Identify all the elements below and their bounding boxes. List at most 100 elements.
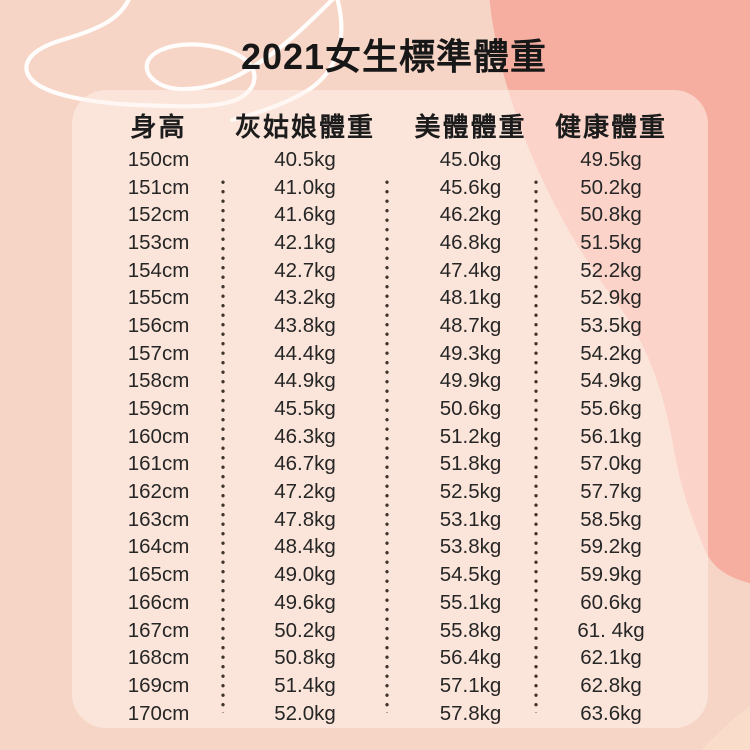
table-row: 161cm 46.7kg 51.8kg 57.0kg [72,451,708,479]
table-header-row: 身高 灰姑娘體重 美體體重 健康體重 [72,90,708,146]
beauty-weight-cell: 52.5kg [439,480,502,504]
beauty-weight-cell: 55.1kg [439,590,502,614]
healthy-weight-cell: 58.5kg [580,507,642,531]
height-cell: 153cm [127,230,190,254]
cinderella-weight-cell: 44.4kg [274,341,336,365]
page-title: 2021女生標準體重 [240,36,548,77]
height-cell: 151cm [127,175,190,199]
cinderella-weight-cell: 50.2kg [274,618,336,642]
healthy-weight-cell: 54.2kg [580,341,642,365]
beauty-weight-cell: 48.7kg [439,313,502,337]
healthy-weight-cell: 59.9kg [580,563,642,587]
height-cell: 168cm [127,646,190,670]
beauty-weight-cell: 46.2kg [439,203,502,227]
height-cell: 152cm [127,203,190,227]
beauty-weight-cell: 45.6kg [439,175,502,199]
height-cell: 167cm [127,618,190,642]
table-row: 153cm 42.1kg 46.8kg 51.5kg [72,229,708,257]
beauty-weight-cell: 48.1kg [439,286,502,310]
table-row: 170cm 52.0kg 57.8kg 63.6kg [72,700,708,728]
weight-table-panel: 身高 灰姑娘體重 美體體重 健康體重 150cm 40.5kg 45.0kg 49.5… [72,90,708,728]
beauty-weight-cell: 51.2kg [439,424,502,448]
cinderella-weight-cell: 49.0kg [274,563,336,587]
height-cell: 164cm [127,535,190,559]
healthy-weight-cell: 51.5kg [580,230,642,254]
healthy-weight-cell: 61. 4kg [577,618,645,642]
height-cell: 156cm [127,313,190,337]
table-row: 152cm 41.6kg 46.2kg 50.8kg [72,201,708,229]
cinderella-weight-cell: 41.6kg [274,203,336,227]
column-header-healthy-weight: 健康體重 [554,111,667,142]
table-row: 155cm 43.2kg 48.1kg 52.9kg [72,284,708,312]
cinderella-weight-cell: 46.7kg [274,452,336,476]
dotted-separator-2 [385,180,389,713]
table-row: 166cm 49.6kg 55.1kg 60.6kg [72,589,708,617]
cinderella-weight-cell: 49.6kg [274,590,336,614]
table-row: 150cm 40.5kg 45.0kg 49.5kg [72,146,708,174]
healthy-weight-cell: 57.7kg [580,480,642,504]
healthy-weight-cell: 62.8kg [580,673,642,697]
healthy-weight-cell: 57.0kg [580,452,642,476]
height-cell: 165cm [127,563,190,587]
table-row: 164cm 48.4kg 53.8kg 59.2kg [72,534,708,562]
table-row: 163cm 47.8kg 53.1kg 58.5kg [72,506,708,534]
cinderella-weight-cell: 45.5kg [274,397,336,421]
beauty-weight-cell: 54.5kg [439,563,502,587]
table-row: 159cm 45.5kg 50.6kg 55.6kg [72,395,708,423]
beauty-weight-cell: 46.8kg [439,230,502,254]
table-row: 167cm 50.2kg 55.8kg 61. 4kg [72,617,708,645]
healthy-weight-cell: 50.2kg [580,175,642,199]
healthy-weight-cell: 53.5kg [580,313,642,337]
healthy-weight-cell: 52.9kg [580,286,642,310]
table-body: 150cm 40.5kg 45.0kg 49.5kg 151cm 41.0kg 45.6kg… [72,146,708,727]
beauty-weight-cell: 49.9kg [439,369,502,393]
cream-circle-shape [701,705,750,750]
beauty-weight-cell: 53.1kg [439,507,502,531]
table-row: 165cm 49.0kg 54.5kg 59.9kg [72,561,708,589]
height-cell: 154cm [127,258,190,282]
beauty-weight-cell: 53.8kg [439,535,502,559]
beauty-weight-cell: 55.8kg [439,618,502,642]
cinderella-weight-cell: 46.3kg [274,424,336,448]
table-row: 162cm 47.2kg 52.5kg 57.7kg [72,478,708,506]
table-row: 151cm 41.0kg 45.6kg 50.2kg [72,174,708,202]
healthy-weight-cell: 55.6kg [580,397,642,421]
healthy-weight-cell: 63.6kg [580,701,642,725]
cinderella-weight-cell: 51.4kg [274,673,336,697]
healthy-weight-cell: 54.9kg [580,369,642,393]
cinderella-weight-cell: 43.2kg [274,286,336,310]
table-row: 156cm 43.8kg 48.7kg 53.5kg [72,312,708,340]
healthy-weight-cell: 56.1kg [580,424,642,448]
healthy-weight-cell: 49.5kg [580,147,642,171]
cinderella-weight-cell: 50.8kg [274,646,336,670]
healthy-weight-cell: 60.6kg [580,590,642,614]
table-row: 157cm 44.4kg 49.3kg 54.2kg [72,340,708,368]
height-cell: 162cm [127,480,190,504]
height-cell: 150cm [127,147,190,171]
beauty-weight-cell: 45.0kg [439,147,502,171]
beauty-weight-cell: 56.4kg [439,646,502,670]
height-cell: 155cm [127,286,190,310]
height-cell: 163cm [127,507,190,531]
table-row: 154cm 42.7kg 47.4kg 52.2kg [72,257,708,285]
cinderella-weight-cell: 42.7kg [274,258,336,282]
cinderella-weight-cell: 48.4kg [274,535,336,559]
table-row: 158cm 44.9kg 49.9kg 54.9kg [72,368,708,396]
height-cell: 160cm [127,424,190,448]
column-header-cinderella-weight: 灰姑娘體重 [234,111,375,142]
white-scribble-line [24,0,335,109]
dotted-separator-3 [534,180,538,713]
healthy-weight-cell: 62.1kg [580,646,642,670]
cinderella-weight-cell: 40.5kg [274,147,336,171]
beauty-weight-cell: 49.3kg [439,341,502,365]
beauty-weight-cell: 47.4kg [439,258,502,282]
table-row: 168cm 50.8kg 56.4kg 62.1kg [72,644,708,672]
cinderella-weight-cell: 42.1kg [274,230,336,254]
cinderella-weight-cell: 47.2kg [274,480,336,504]
height-cell: 158cm [127,369,190,393]
table-row: 169cm 51.4kg 57.1kg 62.8kg [72,672,708,700]
height-cell: 161cm [127,452,190,476]
cinderella-weight-cell: 52.0kg [274,701,336,725]
beauty-weight-cell: 57.8kg [439,701,502,725]
column-header-beauty-weight: 美體體重 [414,111,527,142]
